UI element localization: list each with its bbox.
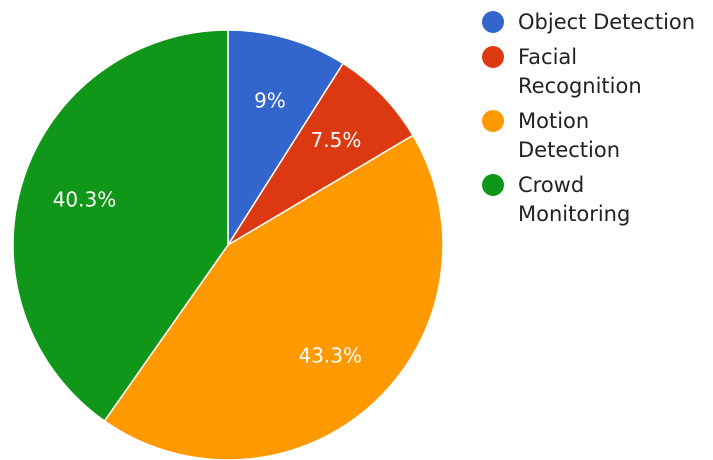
pie-slice-motion-detection[interactable] — [103, 134, 444, 460]
pie-slice-labels: 9% 7.5% 43.3% 40.3% — [53, 88, 362, 367]
legend-label-crowd-monitoring: Crowd Monitoring — [518, 173, 631, 226]
legend-swatch-facial-recognition — [482, 46, 504, 68]
slice-label-facial-recognition: 7.5% — [311, 128, 362, 152]
pie-slice-object-detection[interactable] — [227, 29, 345, 248]
legend-swatch-object-detection — [482, 11, 504, 33]
slice-label-motion-detection: 43.3% — [298, 343, 362, 367]
legend-label-object-detection: Object Detection — [518, 10, 696, 34]
legend-item-motion-detection[interactable]: Motion Detection — [482, 107, 710, 165]
legend-item-crowd-monitoring[interactable]: Crowd Monitoring — [482, 171, 710, 229]
chart-legend: Object Detection Facial Recognition Moti… — [482, 8, 710, 235]
legend-swatch-motion-detection — [482, 110, 504, 132]
legend-item-facial-recognition[interactable]: Facial Recognition — [482, 43, 710, 101]
slice-label-crowd-monitoring: 40.3% — [53, 188, 117, 212]
pie-slices — [12, 29, 444, 460]
legend-label-motion-detection: Motion Detection — [518, 109, 621, 162]
pie-slice-crowd-monitoring[interactable] — [12, 29, 229, 423]
legend-swatch-crowd-monitoring — [482, 174, 504, 196]
legend-item-object-detection[interactable]: Object Detection — [482, 8, 710, 37]
legend-label-facial-recognition: Facial Recognition — [518, 45, 642, 98]
slice-label-object-detection: 9% — [254, 88, 286, 112]
pie-slice-facial-recognition[interactable] — [227, 62, 414, 246]
